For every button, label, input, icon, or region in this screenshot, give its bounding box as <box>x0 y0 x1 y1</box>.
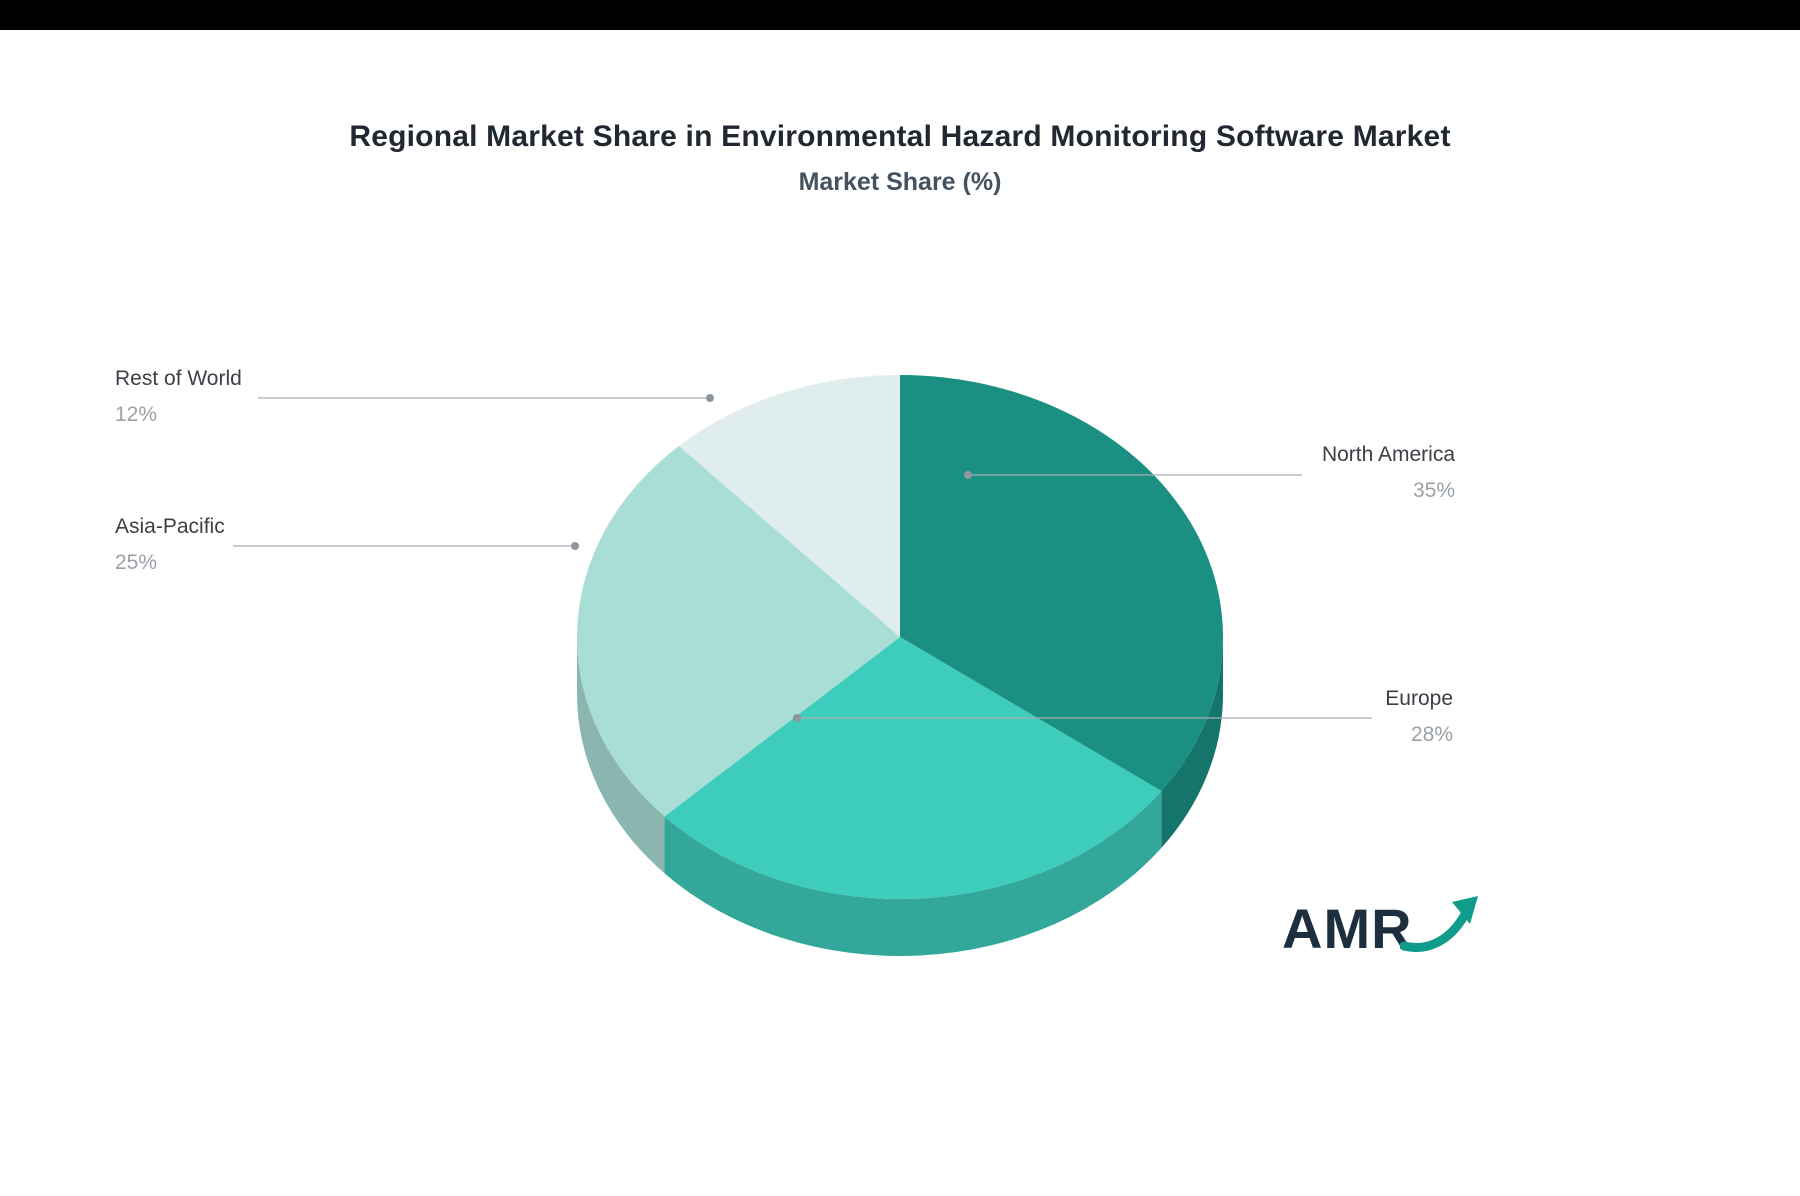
pie-slice-side-north-america <box>1161 637 1223 848</box>
chart-title: Regional Market Share in Environmental H… <box>349 120 1451 153</box>
pie-label-name: Rest of World <box>115 367 242 390</box>
pie-slice-side-asia-pacific <box>577 637 665 874</box>
amr-logo-text: AMR <box>1282 897 1413 960</box>
pie-slice-asia-pacific[interactable] <box>577 446 900 817</box>
top-bar <box>0 0 1800 30</box>
pie-label-name: Europe <box>1385 687 1453 710</box>
pie-label-value: 35% <box>1412 479 1455 502</box>
pie-slice-north-america[interactable] <box>900 375 1223 791</box>
chart-subtitle: Market Share (%) <box>798 168 1002 196</box>
pie-label-rest-of-world: Rest of World 12% <box>115 366 242 428</box>
leader-dot-north-america <box>964 471 972 479</box>
pie-label-name: Asia-Pacific <box>115 515 225 538</box>
pie-label-value: 12% <box>115 403 158 426</box>
leader-dot-europe <box>793 714 801 722</box>
leader-dot-rest-of-world <box>706 394 714 402</box>
leader-dot-asia-pacific <box>571 542 579 550</box>
pie-slice-rest-of-world[interactable] <box>678 375 900 637</box>
pie-slice-europe[interactable] <box>664 637 1162 899</box>
amr-logo-arrow-icon <box>1400 896 1478 952</box>
amr-logo: AMR <box>1282 896 1478 960</box>
pie-label-asia-pacific: Asia-Pacific 25% <box>115 514 225 576</box>
pie-label-north-america: North America 35% <box>1322 442 1455 504</box>
pie-label-europe: Europe 28% <box>1385 686 1453 748</box>
pie-label-value: 25% <box>115 551 158 574</box>
pie-label-value: 28% <box>1410 723 1453 746</box>
pie-label-name: North America <box>1321 443 1455 466</box>
pie-slice-side-europe <box>664 790 1162 956</box>
